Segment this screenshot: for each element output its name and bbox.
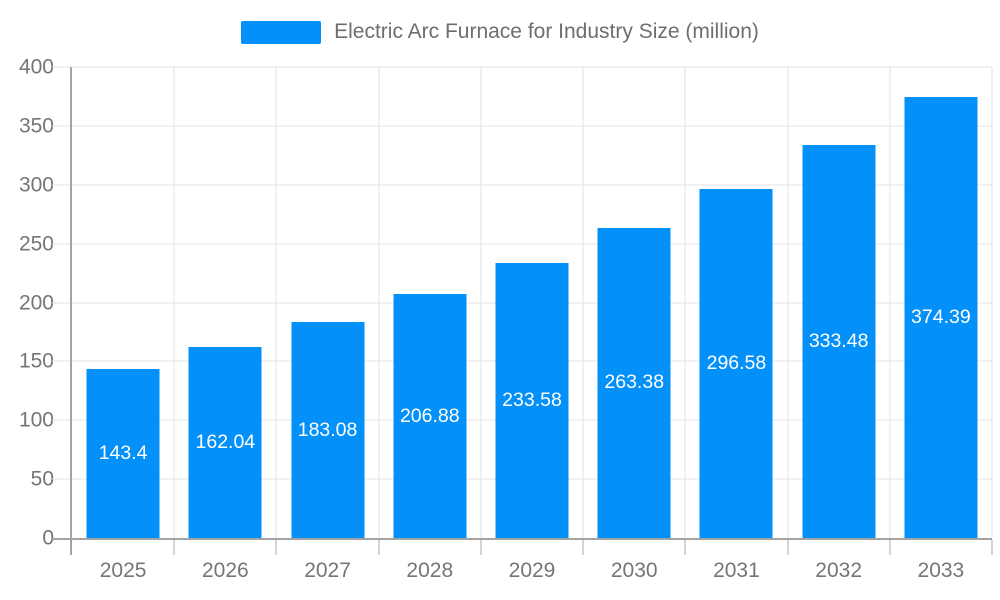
y-tick-label-300: 300	[18, 173, 54, 197]
legend-swatch	[241, 20, 322, 44]
gridline-x-boundary-8	[889, 67, 891, 538]
bar-2030[interactable]: 263.38	[597, 227, 671, 538]
y-tick-label-50: 50	[30, 467, 54, 491]
gridline-y-250	[52, 243, 992, 245]
legend[interactable]: Electric Arc Furnace for Industry Size (…	[0, 20, 1000, 44]
gridline-x-boundary-7	[787, 67, 789, 538]
gridline-y-350	[52, 125, 992, 127]
x-axis-tick-7	[786, 540, 789, 555]
y-tick-label-100: 100	[18, 408, 54, 432]
x-axis-line	[52, 538, 992, 540]
gridline-x-boundary-4	[480, 67, 482, 538]
x-axis-tick-2	[275, 540, 278, 555]
gridline-x-boundary-3	[378, 67, 380, 538]
x-axis-tick-3	[377, 540, 380, 555]
y-tick-label-400: 400	[18, 55, 54, 79]
x-tick-label-2028: 2028	[406, 559, 454, 582]
x-tick-label-2031: 2031	[713, 559, 760, 582]
x-axis-tick-5	[582, 540, 585, 555]
x-axis-labels: 2025 2026 2027 2028 2029 2030 2031 2032 2033	[72, 559, 992, 589]
y-tick-label-0: 0	[42, 526, 54, 550]
bar-2033[interactable]: 374.39	[904, 97, 978, 538]
bar-value-label-2032: 333.48	[808, 330, 869, 353]
gridline-x-boundary-1	[173, 67, 175, 538]
bar-value-label-2033: 374.39	[911, 306, 971, 329]
x-tick-label-2033: 2033	[917, 559, 965, 582]
gridline-y-400	[52, 66, 992, 68]
y-axis-labels: 0 50 100 150 200 250 300 350 400	[0, 57, 54, 549]
bar-value-label-2031: 296.58	[706, 351, 767, 374]
bar-value-label-2030: 263.38	[604, 371, 665, 394]
y-axis-line	[70, 67, 72, 555]
bar-2025[interactable]: 143.4	[86, 369, 160, 538]
x-axis-tick-9	[991, 540, 993, 555]
x-axis-tick-8	[888, 540, 891, 555]
x-tick-label-2032: 2032	[815, 559, 863, 582]
gridline-x-boundary-5	[582, 67, 584, 538]
plot-area: 143.4 162.04 183.08 206.88 233.58 263.38 296.5…	[52, 66, 993, 555]
gridline-x-boundary-6	[684, 67, 686, 538]
gridline-x-boundary-9	[991, 67, 993, 538]
bar-value-label-2027: 183.08	[297, 418, 358, 441]
y-tick-label-200: 200	[18, 291, 54, 314]
bar-2031[interactable]: 296.58	[699, 188, 773, 538]
bar-value-label-2029: 233.58	[502, 388, 562, 411]
x-tick-label-2029: 2029	[508, 559, 556, 582]
y-tick-label-150: 150	[18, 349, 54, 373]
bar-value-label-2025: 143.4	[98, 442, 148, 465]
x-axis-tick-4	[479, 540, 482, 555]
y-tick-label-250: 250	[18, 232, 54, 256]
bar-2026[interactable]: 162.04	[188, 347, 262, 538]
bar-2029[interactable]: 233.58	[495, 262, 569, 538]
bar-2027[interactable]: 183.08	[291, 322, 365, 538]
x-tick-label-2027: 2027	[304, 559, 351, 582]
x-tick-label-2025: 2025	[99, 559, 147, 582]
x-tick-label-2030: 2030	[610, 559, 658, 582]
bar-2028[interactable]: 206.88	[393, 294, 467, 538]
bar-value-label-2028: 206.88	[399, 404, 460, 427]
bar-2032[interactable]: 333.48	[802, 145, 876, 538]
x-axis-tick-6	[684, 540, 687, 555]
gridline-x-boundary-2	[275, 67, 277, 538]
chart-title: Electric Arc Furnace for Industry Size (…	[334, 20, 759, 43]
bar-value-label-2026: 162.04	[195, 431, 256, 454]
x-tick-label-2026: 2026	[201, 559, 249, 582]
x-axis-tick-1	[173, 540, 176, 555]
y-tick-label-350: 350	[18, 114, 54, 138]
gridline-y-300	[52, 184, 992, 186]
